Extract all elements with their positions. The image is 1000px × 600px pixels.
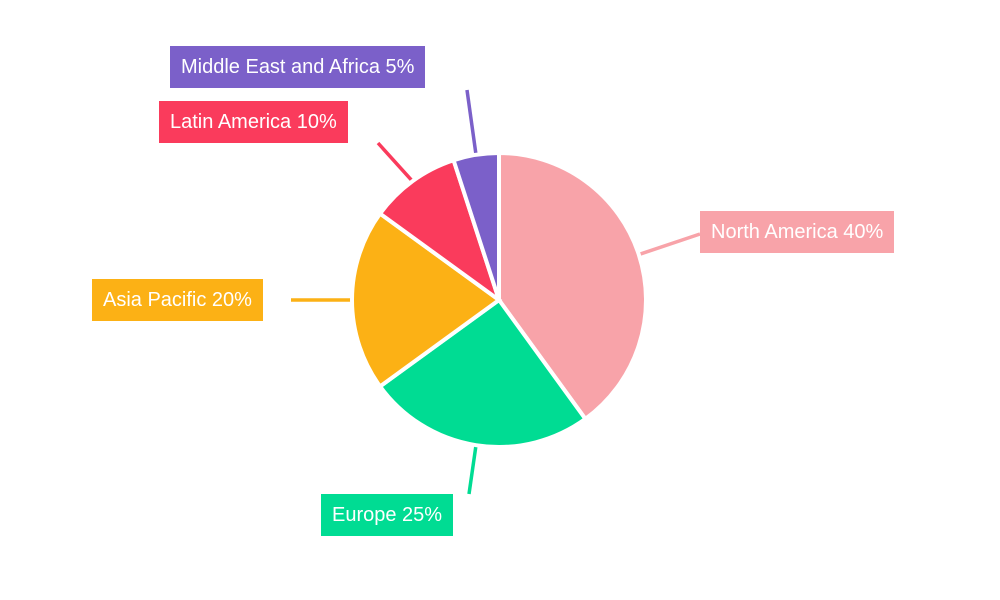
slice-label-asia-pacific: Asia Pacific 20% — [92, 279, 263, 321]
leader-line-latin-america — [376, 141, 416, 184]
leader-line-middle-east-and-africa — [465, 89, 479, 158]
leader-line-north-america — [636, 232, 701, 257]
leader-line-europe — [467, 442, 479, 495]
pie-slice-middle-east-and-africa[interactable] — [451, 150, 501, 301]
pie-slice-europe[interactable] — [377, 297, 589, 449]
slice-label-north-america: North America 40% — [700, 211, 895, 253]
slice-label-latin-america: Latin America 10% — [159, 101, 348, 143]
slice-label-middle-east-and-africa: Middle East and Africa 5% — [170, 46, 426, 88]
pie-slice-north-america[interactable] — [497, 150, 648, 422]
slice-label-europe: Europe 25% — [321, 494, 454, 536]
pie-slice-asia-pacific[interactable] — [350, 210, 503, 390]
pie-slice-latin-america[interactable] — [377, 157, 503, 306]
